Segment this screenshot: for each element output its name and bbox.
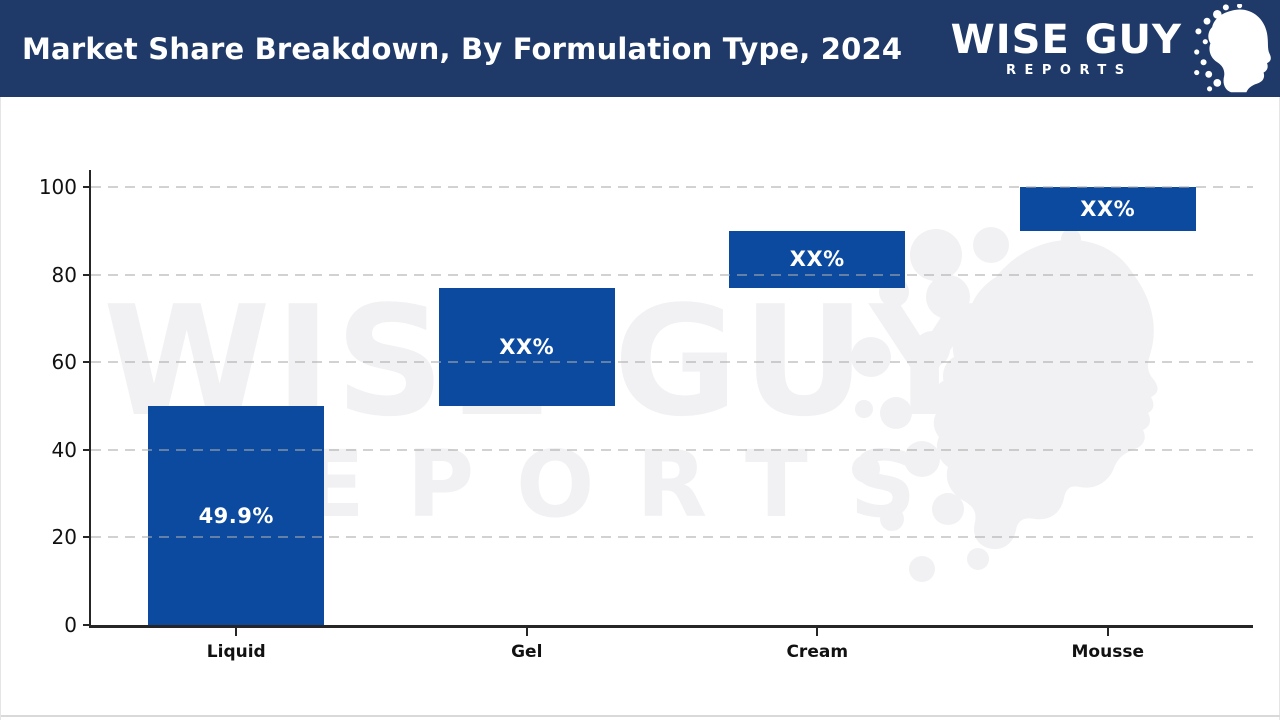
y-tick-label-60: 60	[51, 350, 77, 375]
y-axis	[89, 170, 91, 625]
chart-canvas: WISE GUY REPORTS 02040608010049.9%XX%XX%…	[0, 97, 1280, 720]
logo-subtitle: REPORTS	[1006, 62, 1133, 78]
x-tick-label-cream: Cream	[786, 642, 849, 662]
x-tick-cream	[816, 628, 819, 636]
y-tick-60	[83, 361, 91, 364]
x-axis	[89, 625, 1253, 628]
gridline-20	[91, 536, 1253, 539]
y-tick-label-100: 100	[38, 175, 77, 199]
plot-region: 0 20 40 60 80 100 49.9% XX% XX% XX% Liquid Gel Cream…	[1, 97, 1280, 720]
bar-mousse: XX%	[1019, 187, 1196, 231]
gridline-80	[91, 273, 1253, 276]
bar-cream: XX%	[729, 230, 906, 288]
y-tick-20	[83, 536, 91, 539]
x-tick-liquid	[235, 628, 238, 636]
y-tick-0	[83, 624, 91, 626]
bottom-divider	[1, 715, 1280, 717]
header-bar: Market Share Breakdown, By Formulation T…	[0, 0, 1280, 97]
x-tick-label-gel: Gel	[511, 642, 543, 662]
y-tick-label-40: 40	[51, 437, 77, 462]
gridline-60	[91, 361, 1253, 364]
logo-wordmark: WISE GUY	[950, 16, 1182, 63]
gridline-40	[91, 448, 1253, 451]
x-tick-label-liquid: Liquid	[206, 642, 266, 662]
bar-liquid: 49.9%	[148, 406, 325, 625]
watermark-head-graphic	[851, 227, 1158, 582]
logo-text: WISE GUY REPORTS	[951, 20, 1182, 78]
bar-gel: XX%	[438, 287, 615, 407]
bar-value-label: 49.9%	[198, 503, 274, 528]
bar-value-label: XX%	[499, 335, 555, 360]
bar-value-label: XX%	[789, 247, 845, 272]
page-title: Market Share Breakdown, By Formulation T…	[22, 31, 903, 66]
wise-guy-logo: WISE GUY REPORTS	[951, 0, 1274, 97]
y-tick-40	[83, 448, 91, 451]
bar-value-label: XX%	[1080, 196, 1136, 221]
y-tick-100	[83, 186, 91, 188]
gridline-100	[91, 186, 1253, 188]
y-tick-label-80: 80	[51, 262, 77, 287]
y-tick-label-0: 0	[64, 613, 77, 637]
y-tick-label-20: 20	[51, 525, 77, 550]
x-tick-mousse	[1106, 628, 1109, 636]
x-tick-label-mousse: Mousse	[1071, 642, 1144, 662]
x-tick-gel	[525, 628, 528, 636]
logo-head-icon	[1194, 3, 1271, 92]
y-tick-80	[83, 273, 91, 276]
